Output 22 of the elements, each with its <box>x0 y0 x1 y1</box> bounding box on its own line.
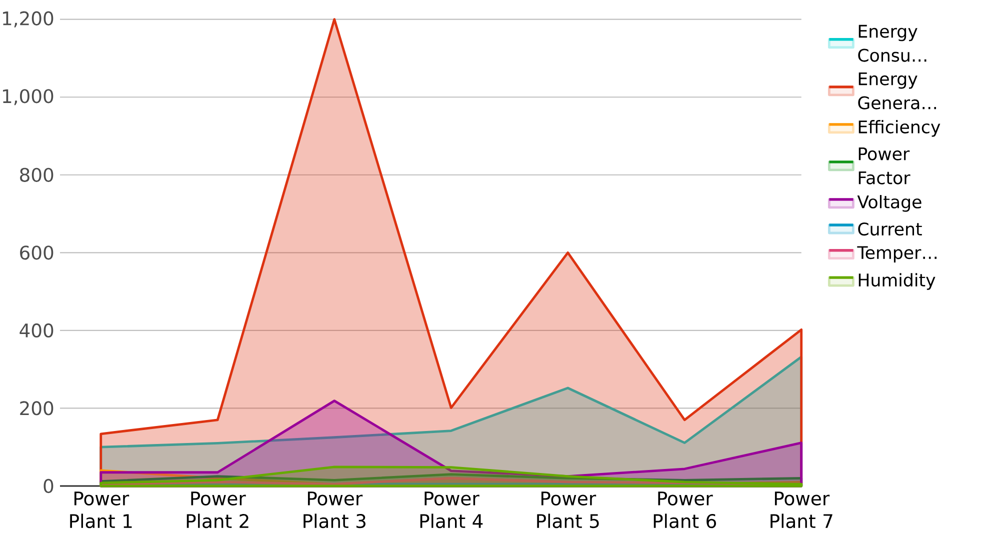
legend-label: Efficiency <box>858 120 940 137</box>
legend-label: Energy Genera… <box>858 72 936 110</box>
y-tick-label: 400 <box>20 323 54 338</box>
legend-label: Current <box>858 222 922 236</box>
x-tick-label: Power Plant 3 <box>304 492 366 528</box>
legend-label: Energy Consu… <box>858 24 926 62</box>
y-tick-label: 1,200 <box>3 11 54 28</box>
legend-label: Power Factor <box>858 147 910 184</box>
y-tick-label: 800 <box>20 168 54 182</box>
y-tick-label: 1,000 <box>3 89 54 106</box>
legend-label: Humidity <box>858 273 936 290</box>
x-tick-label: Power Plant 6 <box>654 492 716 528</box>
x-tick-label: Power Plant 4 <box>420 492 483 528</box>
x-tick-label: Power Plant 5 <box>537 492 599 528</box>
x-tick-label: Power Plant 2 <box>186 492 248 528</box>
y-tick-label: 600 <box>20 246 54 260</box>
legend-label: Voltage <box>857 195 922 212</box>
x-tick-label: Power Plant 7 <box>770 492 832 528</box>
legend-label: Temper… <box>857 246 937 262</box>
y-tick-label: 200 <box>20 401 54 416</box>
y-tick-label: 0 <box>44 478 54 494</box>
x-tick-label: Power Plant 1 <box>70 492 132 528</box>
